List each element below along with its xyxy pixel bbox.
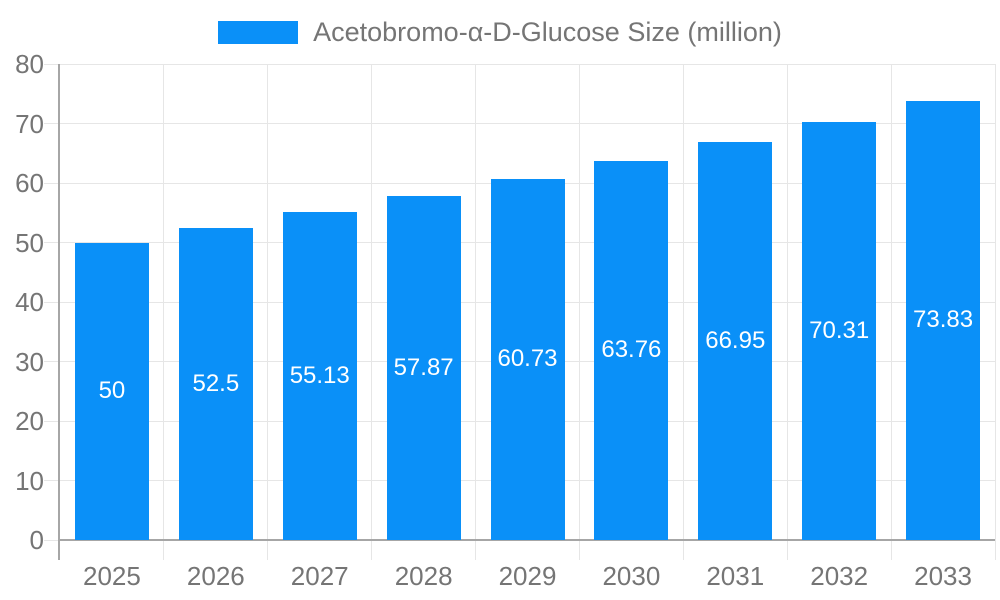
bar-value-label: 60.73: [497, 345, 558, 373]
y-tick-label: 80: [15, 49, 44, 79]
y-axis-line: [58, 64, 60, 560]
v-gridline: [475, 64, 477, 560]
bar[interactable]: [386, 195, 461, 540]
v-gridline: [267, 64, 269, 560]
bar-value-label: 66.95: [705, 326, 766, 354]
bar[interactable]: [906, 100, 981, 540]
x-tick-label: 2030: [602, 561, 661, 591]
bar-value-label: 70.31: [809, 316, 870, 344]
bar-value-label: 52.5: [192, 369, 240, 397]
y-tick-label: 40: [15, 287, 44, 317]
y-tick: [44, 63, 60, 65]
bar[interactable]: [74, 242, 149, 540]
x-tick-label: 2027: [290, 561, 349, 591]
v-gridline: [994, 64, 996, 560]
x-tick-label: 2033: [914, 561, 972, 591]
bar-value-label: 57.87: [393, 353, 454, 381]
bar[interactable]: [698, 141, 773, 540]
y-tick: [44, 242, 60, 243]
bar[interactable]: [490, 178, 565, 540]
x-tick-label: 2025: [83, 561, 141, 591]
h-gridline: [60, 63, 995, 65]
bar-value-label: 55.13: [289, 361, 350, 389]
y-tick: [44, 361, 60, 362]
y-tick: [44, 301, 60, 303]
v-gridline: [371, 64, 373, 560]
bar-value-label: 73.83: [913, 306, 974, 334]
x-tick-label: 2029: [498, 561, 557, 591]
y-tick-label: 0: [29, 525, 44, 555]
h-gridline: [60, 123, 995, 124]
x-tick-label: 2026: [186, 561, 245, 591]
v-gridline: [786, 64, 788, 560]
v-gridline: [890, 64, 892, 560]
bar[interactable]: [282, 211, 357, 540]
y-tick: [44, 420, 60, 422]
legend[interactable]: Acetobromo-α-D-Glucose Size (million): [0, 17, 1000, 47]
y-tick-label: 10: [15, 465, 44, 496]
y-tick: [44, 539, 60, 541]
bar-value-label: 50: [98, 377, 126, 405]
x-tick-label: 2028: [394, 561, 453, 591]
bar[interactable]: [178, 227, 253, 540]
v-gridline: [163, 64, 165, 560]
legend-title: Acetobromo-α-D-Glucose Size (million): [313, 17, 782, 47]
y-tick: [44, 182, 60, 184]
v-gridline: [682, 64, 684, 560]
y-tick: [44, 480, 60, 481]
bar-value-label: 63.76: [601, 336, 662, 364]
y-tick-label: 70: [15, 108, 44, 139]
legend-swatch-icon: [218, 20, 299, 44]
y-tick-label: 50: [15, 227, 44, 258]
y-tick: [44, 123, 60, 124]
x-tick-label: 2032: [810, 561, 869, 591]
x-axis-line: [60, 539, 995, 541]
x-tick-label: 2031: [706, 561, 765, 591]
bar[interactable]: [594, 160, 669, 540]
y-tick-label: 60: [15, 168, 44, 198]
bar[interactable]: [802, 121, 877, 540]
y-tick-label: 20: [15, 406, 44, 436]
v-gridline: [578, 64, 580, 560]
y-tick-label: 30: [15, 346, 44, 377]
